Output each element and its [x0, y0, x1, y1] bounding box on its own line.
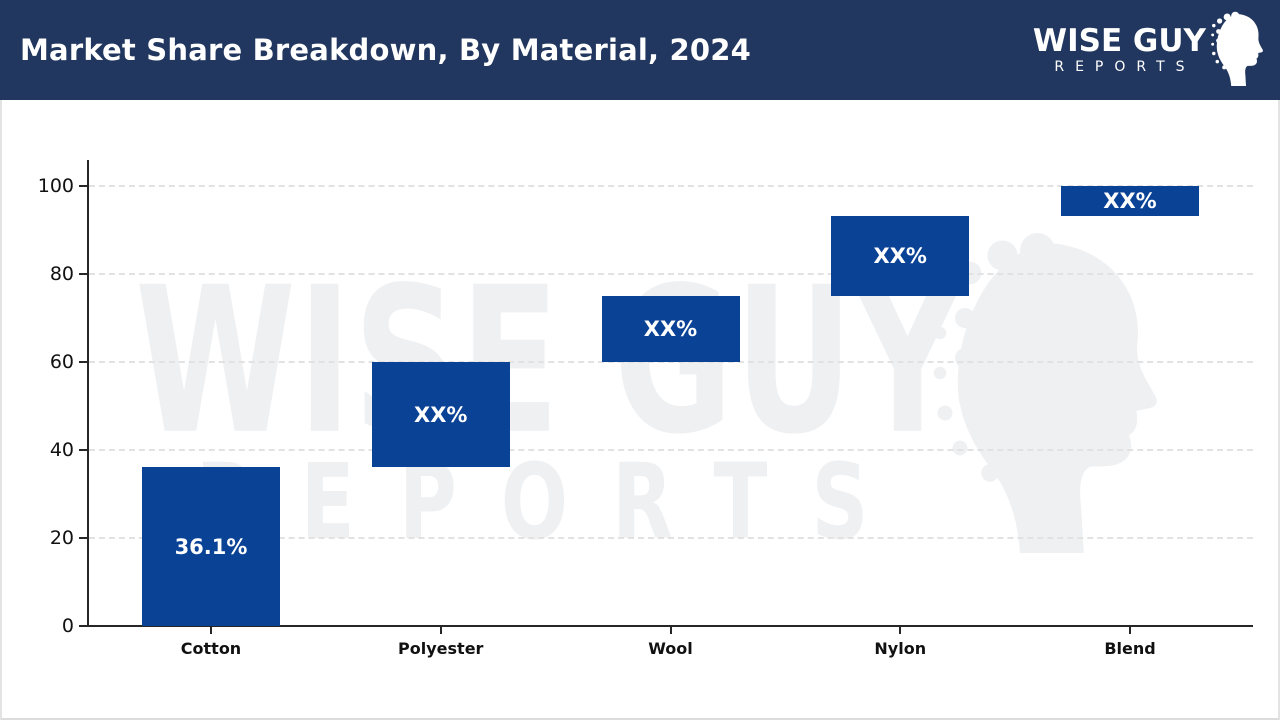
y-tick-label: 40: [49, 439, 74, 461]
y-tick: [79, 537, 87, 539]
header-bar: Market Share Breakdown, By Material, 202…: [0, 0, 1280, 100]
logo-text: WISE GUY REPORTS: [1033, 24, 1206, 76]
bar-value-label: XX%: [873, 243, 927, 268]
gridline: [89, 449, 1253, 451]
y-tick-label: 80: [49, 263, 74, 285]
bar-value-label: 36.1%: [174, 534, 248, 559]
x-tick: [439, 627, 442, 634]
bar: XX%: [1061, 186, 1199, 216]
x-tick: [899, 627, 902, 634]
watermark-subtitle: REPORTS: [195, 441, 913, 563]
x-tick-label: Polyester: [398, 639, 484, 658]
bar-value-label: XX%: [643, 316, 698, 341]
gridline: [89, 361, 1253, 363]
x-tick-label: Blend: [1104, 639, 1156, 658]
x-tick: [210, 627, 212, 634]
y-tick-label: 20: [49, 527, 74, 549]
y-tick: [79, 185, 87, 187]
bar: XX%: [601, 295, 740, 362]
y-tick-label: 60: [49, 351, 74, 373]
x-tick-label: Nylon: [874, 639, 927, 658]
bar-value-label: XX%: [414, 402, 468, 427]
bar: 36.1%: [142, 467, 280, 626]
logo-wordmark: WISE GUY: [1032, 23, 1206, 59]
bar: XX%: [831, 215, 970, 296]
gridline: [89, 273, 1253, 275]
bar: XX%: [371, 362, 510, 468]
y-tick-label: 0: [61, 615, 74, 637]
x-tick: [669, 627, 672, 634]
gridline: [89, 185, 1253, 187]
y-axis-line: [87, 160, 89, 627]
y-tick: [79, 273, 87, 275]
x-tick-label: Wool: [648, 639, 693, 658]
head-profile-dots-icon: [1211, 11, 1263, 86]
logo-subtitle: REPORTS: [1054, 59, 1196, 75]
logo: WISE GUY REPORTS: [1033, 7, 1266, 93]
x-tick-label: Cotton: [180, 639, 242, 658]
y-tick: [79, 361, 87, 363]
gridline: [89, 537, 1253, 539]
x-axis-line: [87, 625, 1253, 627]
y-tick-label: 100: [37, 175, 74, 197]
x-tick: [1129, 627, 1131, 634]
page-title: Market Share Breakdown, By Material, 202…: [20, 33, 752, 67]
y-tick: [79, 449, 87, 451]
bar-value-label: XX%: [1103, 188, 1157, 213]
y-tick: [79, 625, 87, 627]
